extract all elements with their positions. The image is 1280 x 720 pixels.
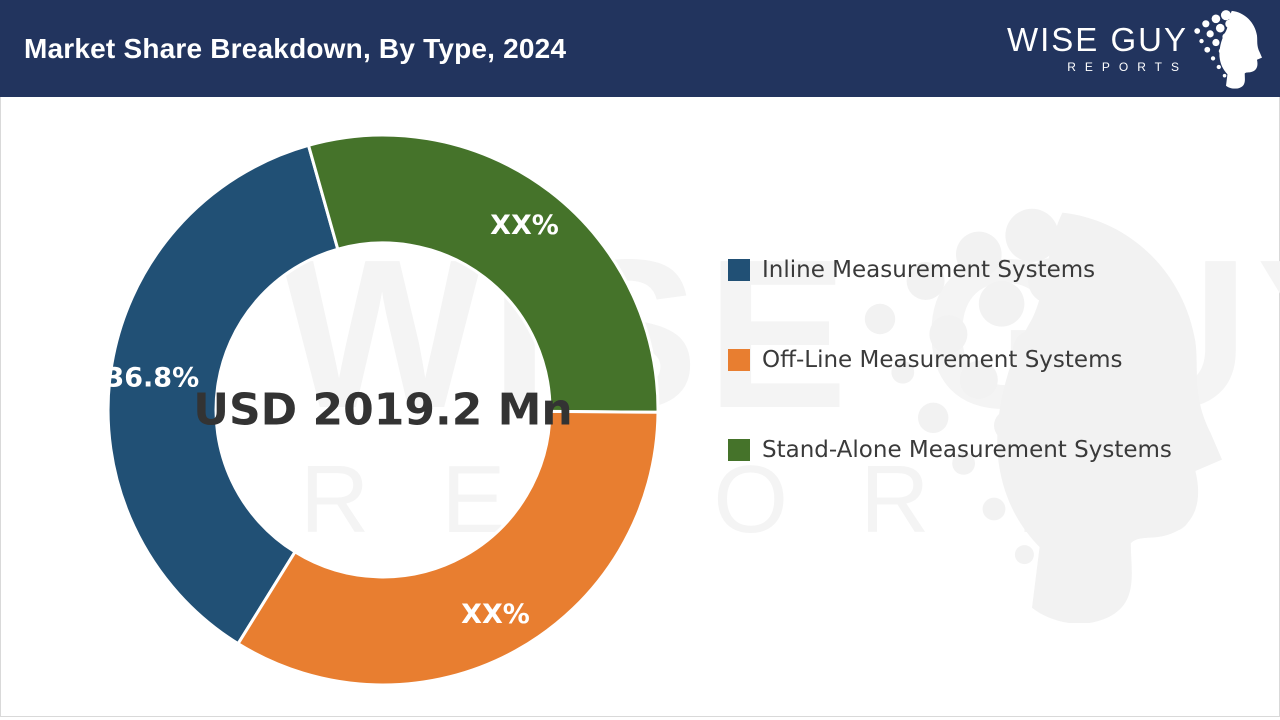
legend-item-inline: Inline Measurement Systems [728,256,1172,284]
page-title: Market Share Breakdown, By Type, 2024 [24,32,567,64]
donut-segment [307,133,660,414]
legend-swatch-standalone-icon [728,439,750,461]
legend-label: Off-Line Measurement Systems [762,347,1123,373]
slice-label: XX% [461,599,530,630]
logo-subtext: REPORTS [1067,59,1188,74]
header-bar: Market Share Breakdown, By Type, 2024 WI… [0,0,1280,97]
legend-swatch-offline-icon [728,349,750,371]
logo-text: WISE GUY REPORTS [1007,23,1188,74]
slice-label: 36.8% [105,362,199,393]
legend-item-standalone: Stand-Alone Measurement Systems [728,436,1172,464]
legend-swatch-inline-icon [728,259,750,281]
slice-label: XX% [490,210,559,241]
logo: WISE GUY REPORTS [1007,9,1262,89]
donut-segment [236,409,660,687]
donut-segment [106,143,340,646]
legend: Inline Measurement Systems Off-Line Meas… [728,256,1172,526]
legend-item-offline: Off-Line Measurement Systems [728,346,1172,374]
legend-label: Inline Measurement Systems [762,257,1096,283]
logo-wordmark: WISE GUY [1006,21,1188,59]
legend-label: Stand-Alone Measurement Systems [762,437,1172,463]
donut-center-label: USD 2019.2 Mn [193,384,573,436]
